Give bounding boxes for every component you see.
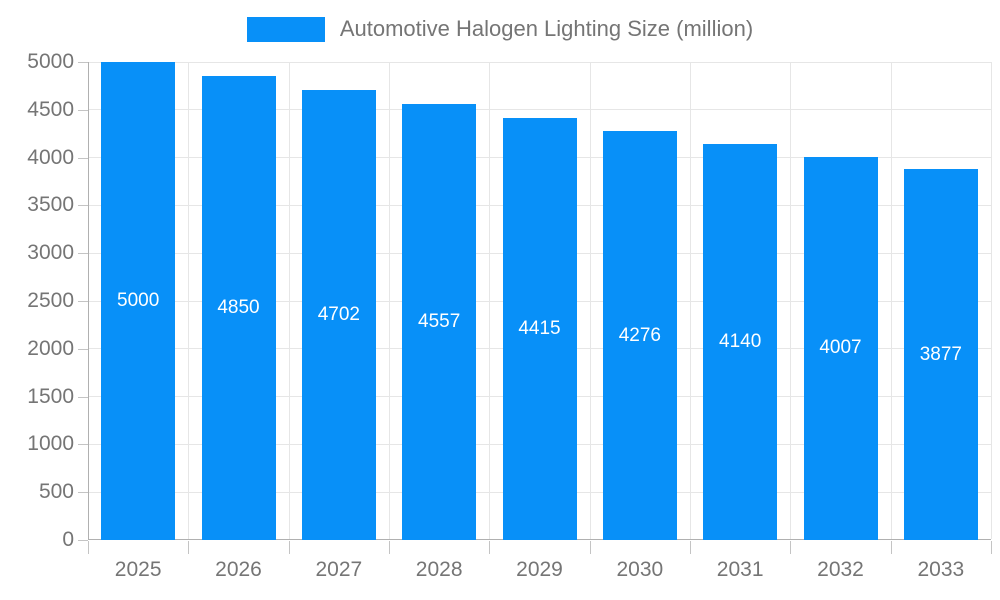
bar-value-label: 4276 [618, 324, 661, 346]
legend-label: Automotive Halogen Lighting Size (millio… [339, 16, 754, 41]
bar: 4557 [402, 104, 477, 540]
y-tick-label: 2500 [27, 289, 74, 312]
x-tick-label: 2032 [817, 558, 864, 581]
bar: 4850 [201, 76, 276, 540]
y-tick-label: 3000 [27, 241, 74, 265]
gridline-horizontal [89, 109, 991, 111]
x-tick-label: 2031 [716, 558, 764, 581]
x-tick-label: 2026 [215, 558, 262, 581]
bar: 4140 [703, 144, 778, 540]
bar: 4276 [602, 131, 677, 540]
y-axis-tick [78, 62, 88, 63]
bar-value-label: 4702 [317, 304, 360, 326]
y-tick-label: 1000 [27, 432, 74, 456]
x-axis-tick [790, 541, 792, 554]
y-axis-tick [78, 540, 88, 541]
x-axis-tick [690, 541, 691, 554]
x-tick-label: 2027 [315, 558, 363, 581]
bar-value-label: 4007 [819, 337, 862, 359]
bar: 3877 [903, 169, 978, 540]
legend-swatch [246, 16, 325, 42]
x-axis-tick [389, 541, 390, 554]
chart-legend: Automotive Halogen Lighting Size (millio… [0, 16, 1000, 42]
y-tick-label: 1500 [27, 384, 74, 408]
gridline-vertical [890, 62, 892, 539]
y-axis-tick [78, 444, 88, 446]
y-axis-tick [78, 253, 88, 255]
x-axis-tick [489, 541, 491, 554]
y-tick-label: 4500 [27, 97, 74, 121]
x-axis-tick [589, 541, 591, 554]
gridline-vertical [188, 62, 190, 539]
y-tick-label: 2000 [27, 336, 74, 360]
y-tick-label: 0 [62, 528, 74, 551]
x-tick-label: 2030 [616, 558, 664, 581]
x-axis-tick [88, 541, 89, 554]
y-axis-tick [78, 301, 88, 302]
bar-value-label: 3877 [919, 343, 962, 365]
gridline-vertical [489, 62, 491, 539]
y-axis-tick [78, 492, 88, 494]
x-tick-label: 2029 [516, 558, 563, 581]
x-axis-tick [288, 541, 290, 554]
gridline-vertical [288, 62, 290, 539]
x-axis-tick [890, 541, 892, 554]
x-tick-label: 2025 [114, 558, 162, 581]
bar-value-label: 5000 [117, 290, 160, 311]
y-axis-tick [78, 396, 88, 398]
gridline-vertical [589, 62, 591, 539]
x-tick-label: 2033 [917, 558, 965, 581]
bar-value-label: 4850 [217, 297, 260, 319]
y-tick-label: 3500 [27, 193, 74, 217]
bar-value-label: 4140 [719, 331, 762, 353]
y-axis-tick [78, 348, 88, 350]
bar: 4007 [803, 156, 878, 540]
y-axis-tick [78, 205, 88, 207]
gridline-horizontal [89, 61, 991, 63]
y-tick-label: 5000 [27, 50, 74, 73]
x-axis-tick [188, 541, 190, 554]
plot-area: 5000 4850 4702 4557 4415 4276 4140 4007 3877 [88, 61, 992, 540]
y-tick-label: 4000 [27, 145, 74, 169]
gridline-vertical [389, 62, 390, 539]
x-tick-label: 2028 [415, 558, 463, 581]
y-tick-label: 500 [38, 480, 74, 504]
x-axis-tick [991, 541, 992, 554]
bar: 4415 [502, 117, 577, 540]
gridline-vertical [991, 62, 992, 539]
bar: 4702 [301, 90, 376, 540]
y-axis-tick [78, 109, 88, 111]
y-axis-tick [78, 157, 88, 159]
bar-value-label: 4415 [518, 317, 561, 339]
gridline-vertical [690, 62, 691, 539]
bar-value-label: 4557 [418, 311, 461, 333]
bar: 5000 [101, 62, 176, 540]
gridline-vertical [790, 62, 792, 539]
